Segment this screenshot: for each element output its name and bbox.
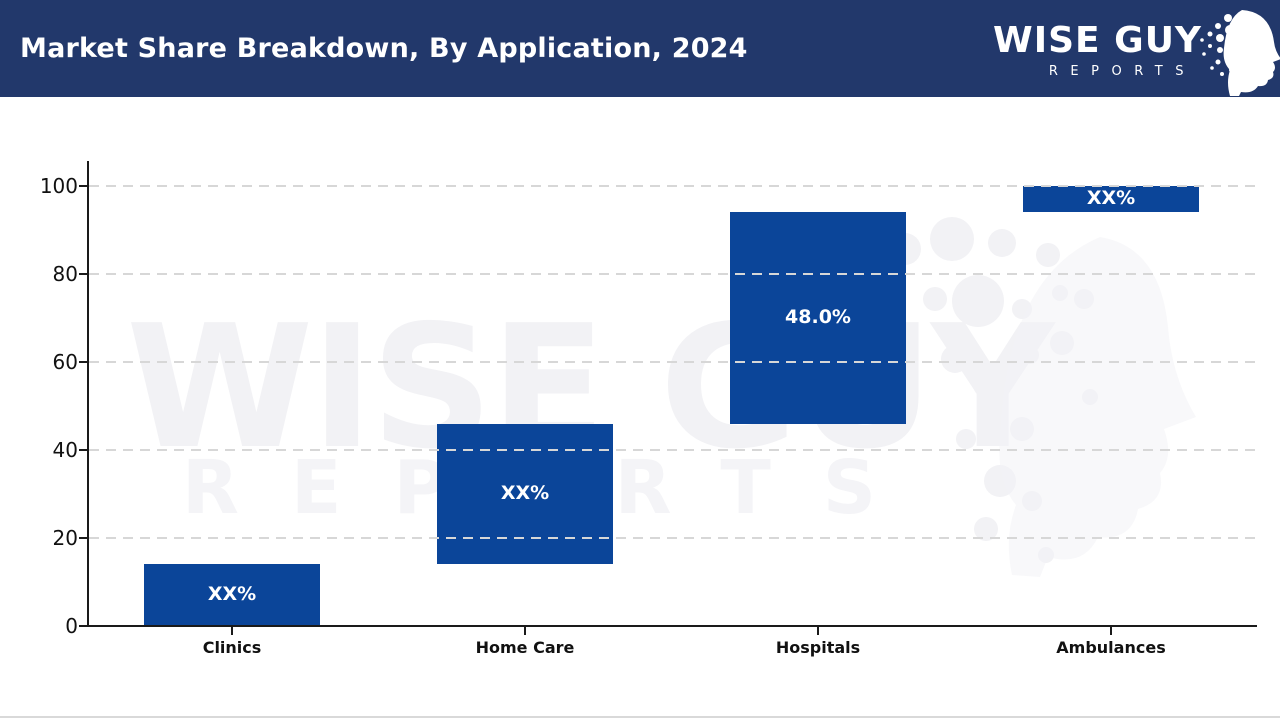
- y-tick-100: [79, 185, 87, 187]
- y-axis-spine: [87, 161, 89, 627]
- logo-subtext: REPORTS: [1048, 64, 1196, 79]
- y-tick-0: [79, 625, 87, 627]
- x-axis-spine: [87, 625, 1257, 627]
- bar-label-hospitals: 48.0%: [785, 306, 851, 328]
- bar-hospitals: [730, 212, 906, 424]
- bar-clinics: [144, 564, 320, 626]
- x-tick-label-hospitals: Hospitals: [775, 638, 861, 657]
- bar-ambulances: [1023, 186, 1199, 213]
- bar-label-clinics: XX%: [207, 583, 257, 606]
- y-tick-20: [79, 537, 87, 539]
- x-tick-home-care: [524, 627, 526, 635]
- x-tick-clinics: [231, 627, 233, 635]
- x-tick-label-ambulances: Ambulances: [1056, 638, 1166, 657]
- logo-wordmark: WISE GUY: [992, 20, 1202, 61]
- x-tick-label-home-care: Home Care: [475, 638, 575, 657]
- bar-label-ambulances: XX%: [1086, 187, 1136, 210]
- gridline-20: [89, 537, 1256, 539]
- page-title: Market Share Breakdown, By Application, …: [20, 33, 748, 64]
- y-tick-label-80: 80: [52, 262, 78, 286]
- wise-guy-logo: WISE GUY REPORTS: [990, 0, 1280, 97]
- x-tick-hospitals: [817, 627, 819, 635]
- y-tick-80: [79, 273, 87, 275]
- watermark-head-dots: [889, 217, 1196, 577]
- y-tick-60: [79, 361, 87, 363]
- y-tick-label-0: 0: [65, 614, 78, 638]
- y-tick-label-40: 40: [52, 438, 78, 462]
- y-tick-label-100: 100: [39, 174, 78, 198]
- gridline-40: [89, 449, 1256, 451]
- bottom-divider: [0, 716, 1280, 718]
- bar-label-home-care: XX%: [500, 482, 550, 504]
- y-tick-label-20: 20: [52, 526, 78, 550]
- header-bar: Market Share Breakdown, By Application, …: [0, 0, 1280, 97]
- y-tick-label-60: 60: [52, 350, 78, 374]
- bar-home-care: [437, 423, 613, 565]
- gridline-60: [89, 361, 1256, 363]
- y-tick-40: [79, 449, 87, 451]
- head-profile-icon: [1200, 10, 1280, 96]
- x-tick-label-clinics: Clinics: [202, 638, 262, 657]
- x-tick-ambulances: [1110, 627, 1112, 635]
- gridline-100: [89, 185, 1256, 187]
- gridline-80: [89, 273, 1256, 275]
